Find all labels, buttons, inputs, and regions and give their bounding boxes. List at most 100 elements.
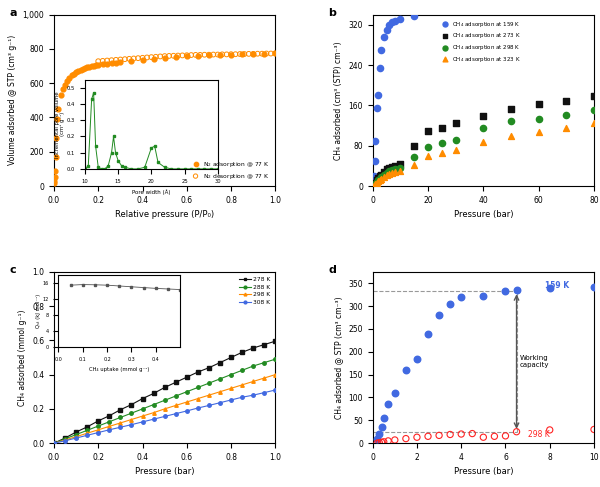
288 K	[106, 419, 113, 425]
CH$_4$ adsorption at 298 K	[390, 166, 400, 173]
Point	[445, 300, 455, 308]
N$_2$ adsorption @ 77 K	[238, 51, 247, 58]
CH$_4$ adsorption at 273 K	[371, 179, 380, 187]
308 K	[250, 392, 257, 398]
CH$_4$ adsorption at 273 K	[369, 181, 379, 189]
N$_2$ desorption @ 77 K	[257, 50, 267, 57]
CH$_4$ adsorption at 323 K	[562, 124, 571, 131]
288 K	[150, 402, 157, 408]
CH$_4$ adsorption at 273 K	[395, 160, 405, 168]
N$_2$ adsorption @ 77 K	[71, 68, 81, 76]
288 K	[239, 367, 246, 373]
Point	[390, 436, 400, 444]
N$_2$ adsorption @ 77 K	[50, 177, 59, 185]
298 K	[183, 399, 190, 405]
N$_2$ adsorption @ 77 K	[248, 50, 258, 58]
Point	[377, 438, 386, 446]
298 K	[161, 406, 168, 412]
288 K	[205, 380, 212, 386]
278 K	[272, 338, 279, 344]
Text: 159 K: 159 K	[545, 281, 569, 290]
CH$_4$ adsorption at 323 K	[589, 119, 599, 127]
288 K	[161, 397, 168, 403]
288 K	[227, 372, 235, 377]
N$_2$ adsorption @ 77 K	[138, 56, 148, 64]
CH$_4$ adsorption at 298 K	[479, 124, 488, 132]
Y-axis label: CH₄ adsorbed (mmol g⁻¹): CH₄ adsorbed (mmol g⁻¹)	[17, 309, 26, 406]
N$_2$ desorption @ 77 K	[262, 50, 271, 57]
Legend: N$_2$ adsorption @ 77 K, N$_2$ desorption @ 77 K: N$_2$ adsorption @ 77 K, N$_2$ desorptio…	[187, 157, 272, 183]
N$_2$ adsorption @ 77 K	[98, 60, 107, 68]
Text: d: d	[328, 265, 337, 275]
Point	[374, 439, 384, 447]
Point	[589, 426, 599, 433]
Text: Working
capacity: Working capacity	[520, 355, 550, 368]
Text: c: c	[10, 265, 16, 275]
CH$_4$ adsorption at 159 K	[385, 21, 394, 29]
N$_2$ desorption @ 77 K	[222, 51, 232, 58]
N$_2$ desorption @ 77 K	[98, 57, 107, 65]
288 K	[260, 360, 268, 366]
N$_2$ adsorption @ 77 K	[116, 58, 125, 66]
Point	[423, 331, 433, 338]
Point	[479, 292, 488, 300]
N$_2$ adsorption @ 77 K	[69, 70, 79, 77]
CH$_4$ adsorption at 273 K	[369, 182, 379, 189]
Y-axis label: CH₄ adsorbed (cm³ (STP) cm⁻³): CH₄ adsorbed (cm³ (STP) cm⁻³)	[334, 41, 343, 160]
CH$_4$ adsorption at 273 K	[506, 106, 516, 113]
308 K	[83, 432, 91, 438]
CH$_4$ adsorption at 159 K	[370, 157, 379, 165]
298 K	[50, 440, 58, 446]
CH$_4$ adsorption at 159 K	[395, 15, 405, 22]
N$_2$ desorption @ 77 K	[173, 52, 183, 59]
CH$_4$ adsorption at 323 K	[372, 179, 382, 187]
Point	[545, 426, 554, 434]
CH$_4$ adsorption at 323 K	[423, 152, 433, 160]
N$_2$ desorption @ 77 K	[103, 56, 112, 64]
N$_2$ adsorption @ 77 K	[91, 61, 101, 69]
N$_2$ desorption @ 77 K	[111, 56, 121, 64]
Point	[445, 431, 455, 438]
CH$_4$ adsorption at 323 K	[409, 161, 419, 169]
Point	[545, 284, 554, 292]
Point	[390, 389, 400, 397]
N$_2$ adsorption @ 77 K	[49, 180, 59, 187]
Text: 298 K: 298 K	[527, 430, 550, 439]
CH$_4$ adsorption at 298 K	[562, 112, 571, 119]
308 K	[172, 411, 179, 416]
278 K	[227, 355, 235, 360]
288 K	[73, 431, 80, 437]
X-axis label: Pressure (bar): Pressure (bar)	[454, 468, 513, 476]
N$_2$ adsorption @ 77 K	[53, 105, 63, 113]
N$_2$ desorption @ 77 K	[164, 52, 174, 60]
278 K	[150, 391, 157, 396]
CH$_4$ adsorption at 273 K	[375, 172, 385, 180]
288 K	[272, 356, 279, 362]
CH$_4$ adsorption at 159 K	[369, 172, 379, 180]
298 K	[73, 434, 80, 440]
CH$_4$ adsorption at 323 K	[369, 182, 379, 189]
CH$_4$ adsorption at 323 K	[479, 138, 488, 146]
Point	[467, 430, 477, 437]
N$_2$ desorption @ 77 K	[209, 51, 218, 58]
Point	[434, 311, 444, 319]
288 K	[83, 428, 91, 433]
Line: 288 K: 288 K	[52, 357, 277, 445]
298 K	[194, 395, 202, 401]
CH$_4$ adsorption at 273 K	[589, 93, 599, 100]
Point	[379, 438, 389, 446]
Point	[479, 433, 488, 441]
CH$_4$ adsorption at 323 K	[390, 169, 400, 176]
CH$_4$ adsorption at 323 K	[369, 182, 379, 190]
N$_2$ adsorption @ 77 K	[111, 59, 121, 67]
CH$_4$ adsorption at 323 K	[376, 176, 386, 184]
278 K	[260, 342, 268, 348]
CH$_4$ adsorption at 273 K	[451, 119, 460, 127]
N$_2$ desorption @ 77 K	[266, 50, 275, 57]
Point	[457, 430, 466, 438]
CH$_4$ adsorption at 323 K	[385, 170, 394, 178]
CH$_4$ adsorption at 159 K	[379, 34, 389, 41]
N$_2$ desorption @ 77 K	[133, 54, 143, 62]
Point	[512, 428, 521, 436]
308 K	[239, 394, 246, 400]
